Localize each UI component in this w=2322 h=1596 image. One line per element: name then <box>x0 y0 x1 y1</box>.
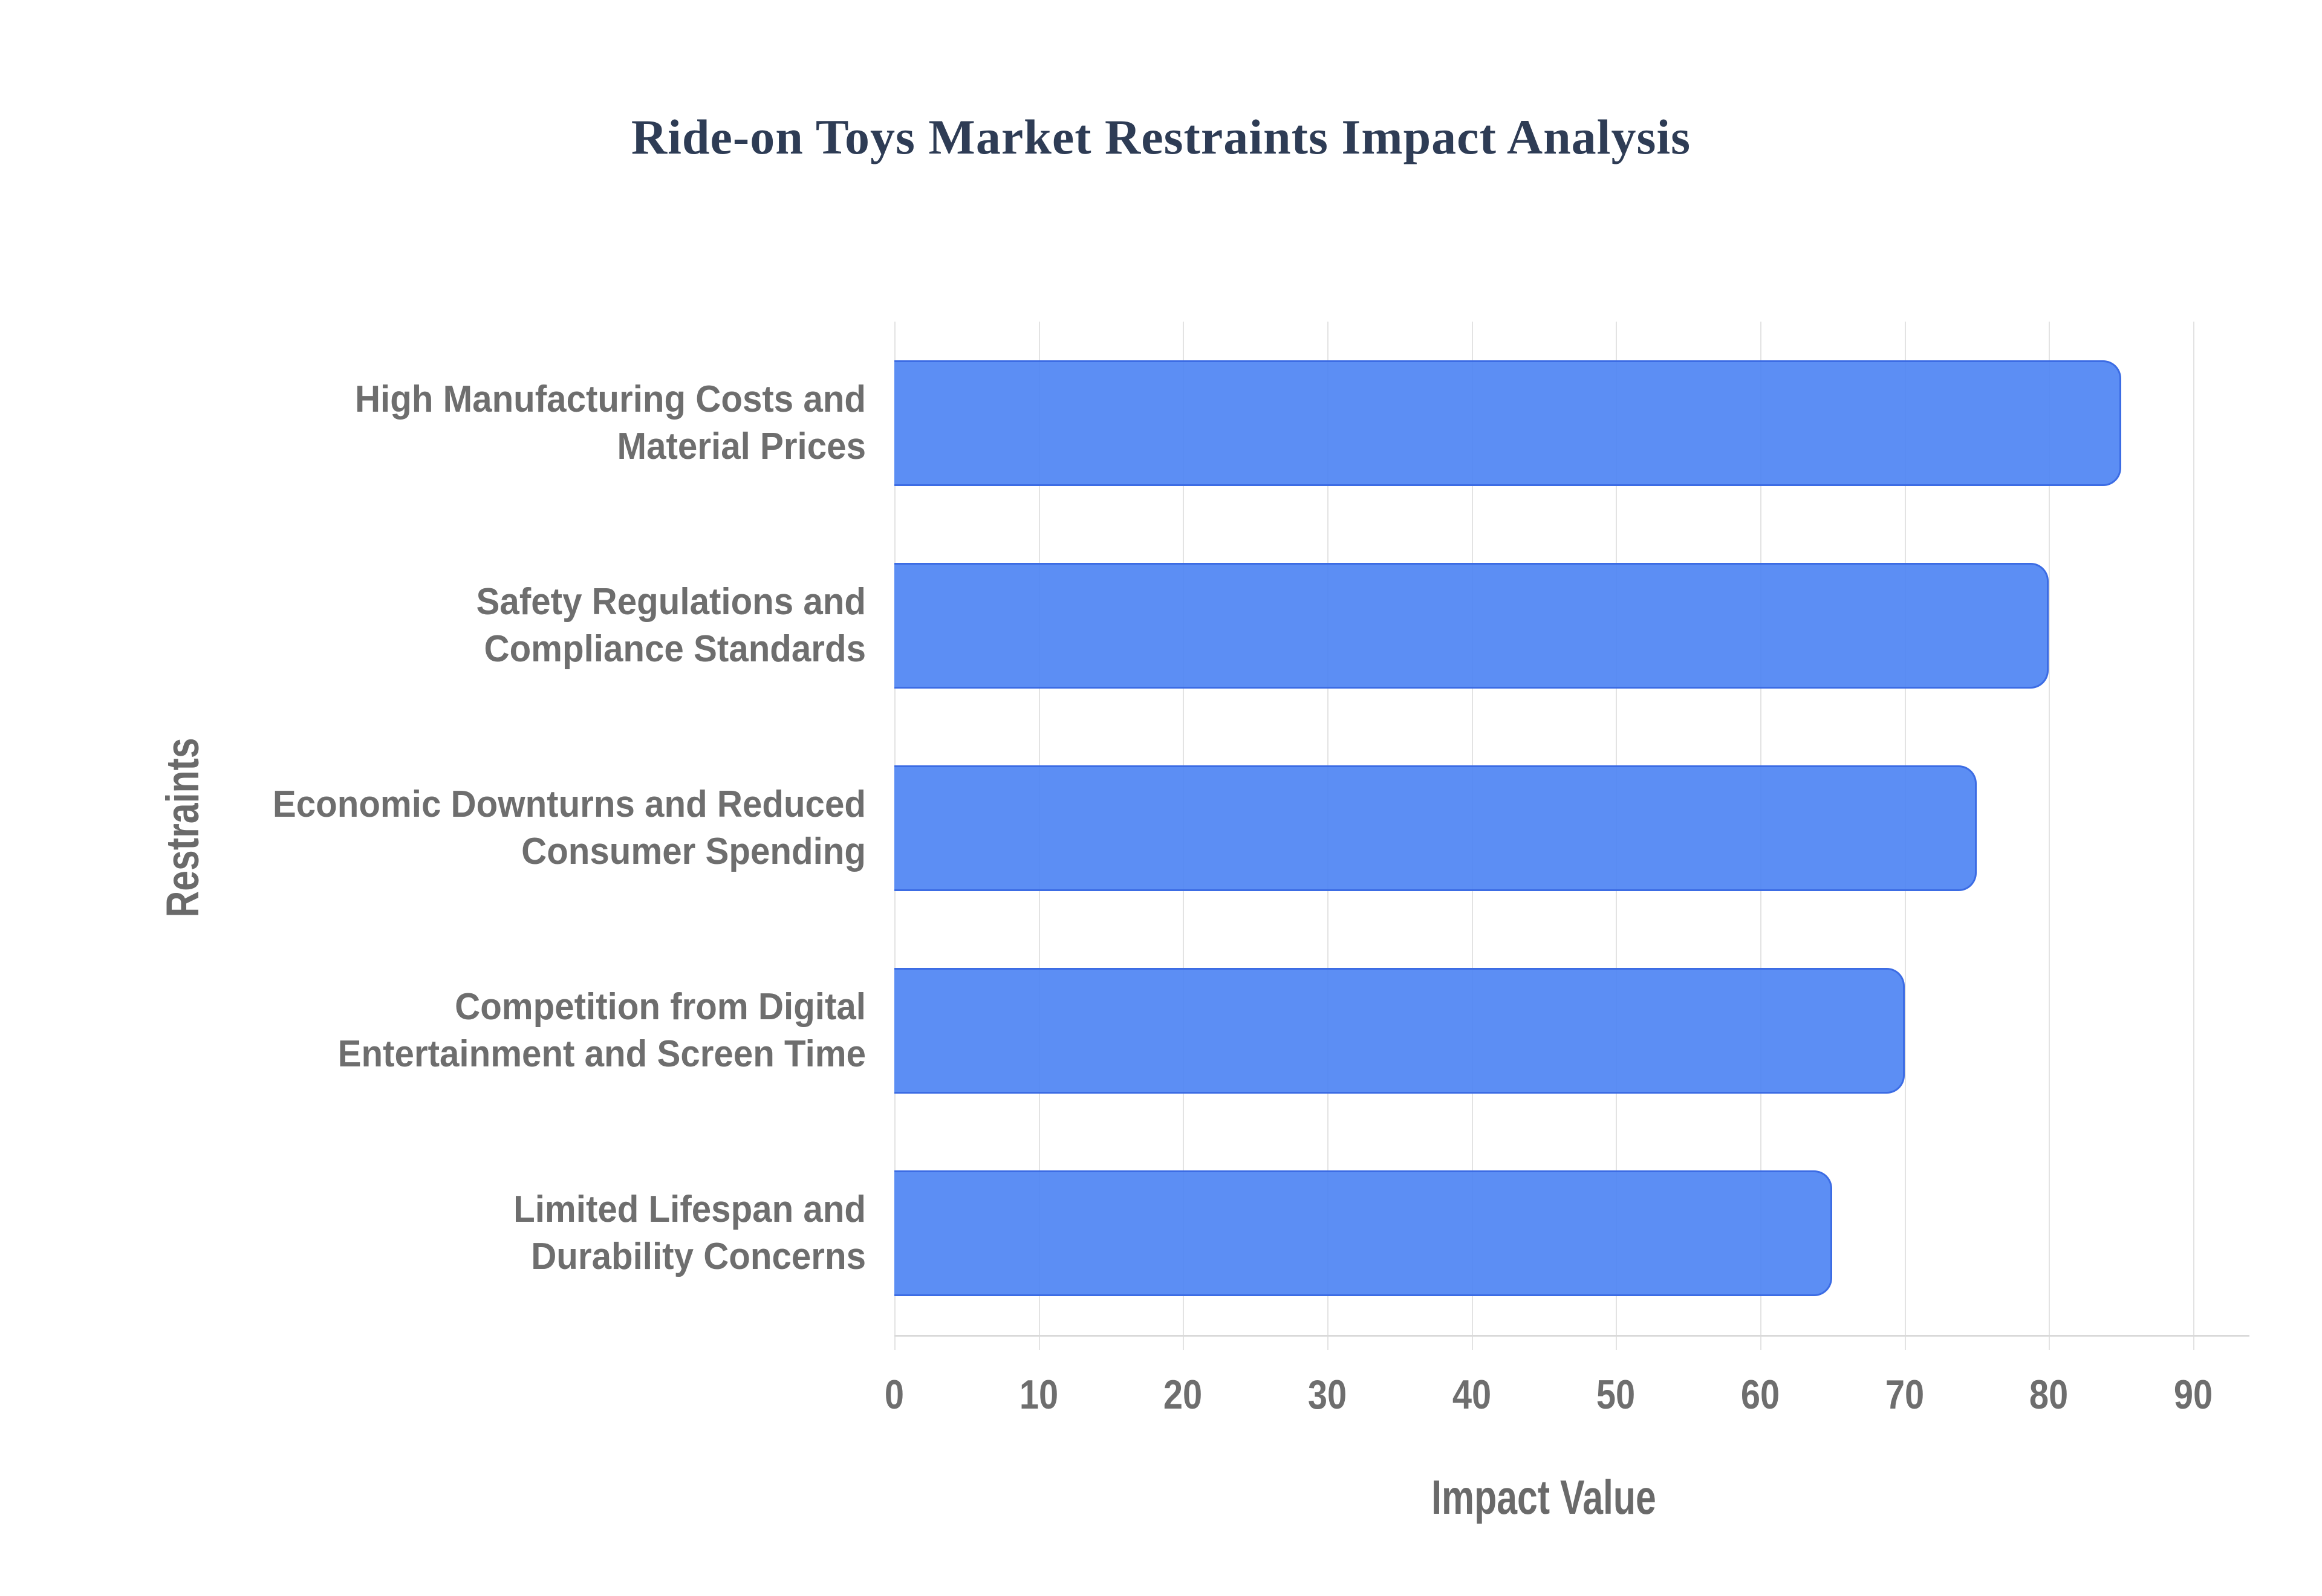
category-label-line: Entertainment and Screen Time <box>337 1033 866 1075</box>
x-tick-label-70: 70 <box>1885 1372 1924 1418</box>
x-tick-label-0: 0 <box>884 1372 905 1418</box>
gridline-80 <box>2049 322 2050 1350</box>
bar-4 <box>894 1170 1833 1297</box>
category-label-line: Safety Regulations and <box>476 580 866 623</box>
bar-2 <box>894 765 1977 891</box>
x-axis-line <box>894 1335 2249 1337</box>
category-label-2: Economic Downturns and Reduced Consumer S… <box>184 781 866 875</box>
category-label-1: Safety Regulations and Compliance Standar… <box>184 579 866 673</box>
category-label-line: Economic Downturns and Reduced <box>272 783 866 825</box>
category-label-line: High Manufacturing Costs and <box>354 378 866 420</box>
category-label-line: Limited Lifespan and <box>513 1189 866 1231</box>
x-axis-title: Impact Value <box>1431 1470 1656 1524</box>
bar-1 <box>894 562 2049 689</box>
x-tick-label-90: 90 <box>2173 1372 2213 1418</box>
x-tick-label-60: 60 <box>1740 1372 1780 1418</box>
x-tick-label-20: 20 <box>1163 1372 1203 1418</box>
category-label-3: Competition from Digital Entertainment an… <box>184 984 866 1078</box>
category-label-line: Durability Concerns <box>531 1236 866 1278</box>
category-label-line: Consumer Spending <box>521 831 866 872</box>
bar-3 <box>894 968 1905 1094</box>
category-label-line: Compliance Standards <box>484 628 866 670</box>
x-tick-label-50: 50 <box>1596 1372 1636 1418</box>
x-tick-label-30: 30 <box>1307 1372 1347 1418</box>
x-tick-label-10: 10 <box>1019 1372 1058 1418</box>
category-label-line: Competition from Digital <box>455 986 866 1028</box>
category-label-4: Limited Lifespan and Durability Concerns <box>184 1186 866 1280</box>
category-label-0: High Manufacturing Costs and Material Pri… <box>184 376 866 470</box>
gridline-90 <box>2193 322 2195 1350</box>
chart-title: Ride-on Toys Market Restraints Impact An… <box>631 109 1691 164</box>
bar-0 <box>894 360 2121 486</box>
x-tick-label-80: 80 <box>2029 1372 2069 1418</box>
x-tick-label-40: 40 <box>1452 1372 1491 1418</box>
category-label-line: Material Prices <box>617 425 866 467</box>
plot-area <box>894 322 2249 1350</box>
